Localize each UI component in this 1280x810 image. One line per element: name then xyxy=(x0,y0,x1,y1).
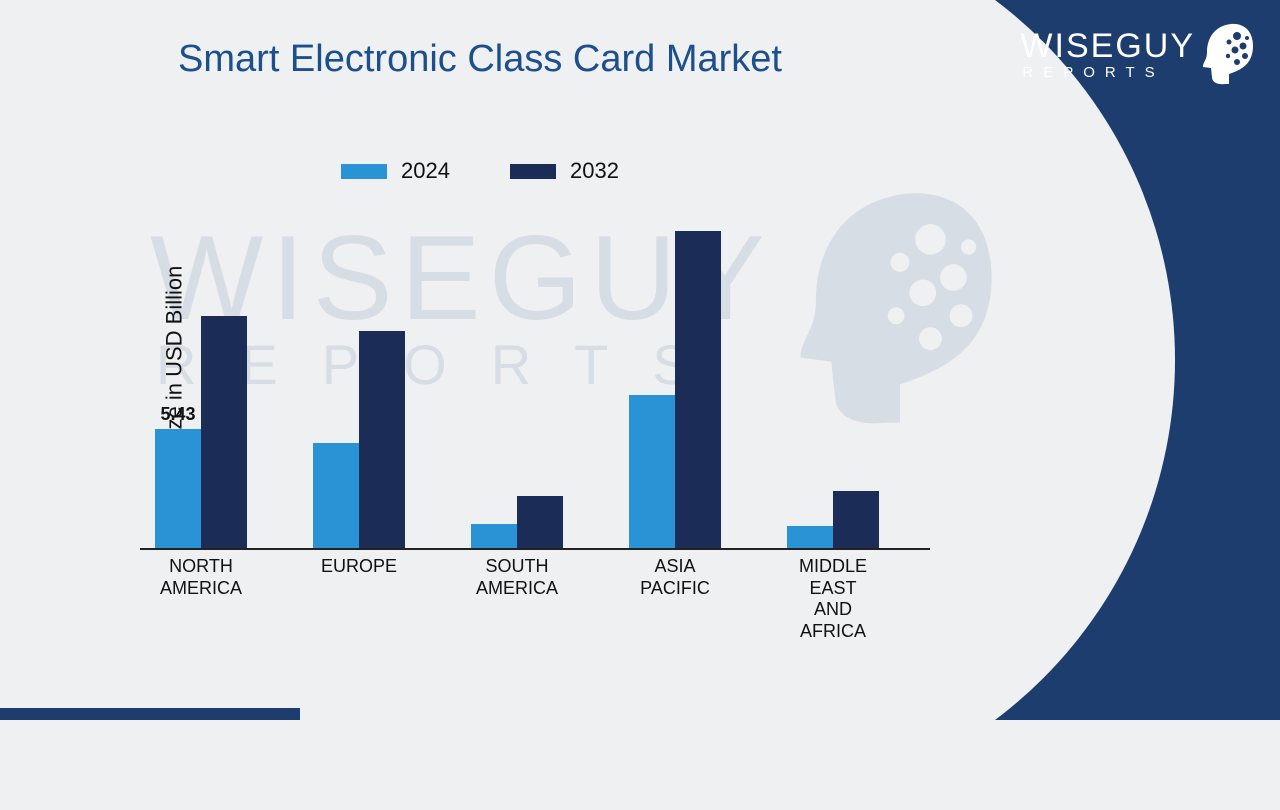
plot-area: NORTH AMERICA EUROPE SOUTH AMERICA ASIA PAC… xyxy=(140,200,930,550)
category-label: EUROPE xyxy=(299,548,419,578)
bar-group: EUROPE xyxy=(313,331,405,548)
bar xyxy=(629,395,675,548)
bar xyxy=(313,443,359,548)
bar xyxy=(833,491,879,548)
bottom-accent-bar xyxy=(0,708,300,720)
logo-head-icon xyxy=(1201,22,1256,87)
category-label: ASIA PACIFIC xyxy=(615,548,735,599)
bar xyxy=(517,496,563,549)
logo-main-text: WISEGUY xyxy=(1020,29,1195,63)
chart: Market Size in USD Billion NORTH AMERICA… xyxy=(60,150,960,620)
logo-sub-text: REPORTS xyxy=(1020,65,1195,80)
bar-group: SOUTH AMERICA xyxy=(471,496,563,549)
bar xyxy=(201,316,247,548)
brand-logo: WISEGUY REPORTS xyxy=(1020,22,1256,87)
category-label: NORTH AMERICA xyxy=(141,548,261,599)
chart-title: Smart Electronic Class Card Market xyxy=(0,38,960,81)
bar-group: MIDDLE EAST AND AFRICA xyxy=(787,491,879,548)
bar xyxy=(675,231,721,548)
value-label: 5.43 xyxy=(160,404,195,425)
bar-group: ASIA PACIFIC xyxy=(629,231,721,548)
category-label: SOUTH AMERICA xyxy=(457,548,577,599)
bar xyxy=(155,429,201,548)
bar-group: NORTH AMERICA xyxy=(155,316,247,548)
category-label: MIDDLE EAST AND AFRICA xyxy=(773,548,893,642)
bar xyxy=(471,524,517,548)
bar xyxy=(359,331,405,548)
bar xyxy=(787,526,833,548)
